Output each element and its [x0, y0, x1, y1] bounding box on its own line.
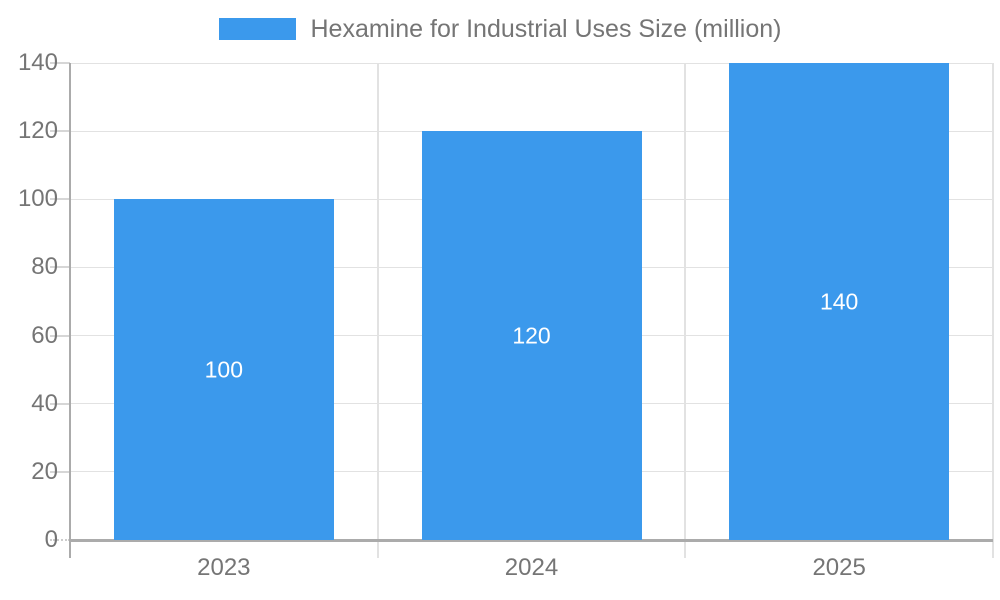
bar-value-label: 120	[512, 322, 551, 349]
x-gridline	[376, 63, 379, 558]
y-tick	[50, 334, 70, 337]
y-axis-tick-label: 40	[31, 389, 58, 417]
legend-swatch-icon	[218, 18, 296, 40]
y-axis-tick-label: 60	[31, 321, 58, 349]
y-tick	[50, 130, 70, 133]
bar-value-label: 100	[204, 356, 244, 383]
y-axis-tick-label: 20	[31, 457, 58, 485]
bar-value-label: 140	[819, 288, 859, 314]
y-axis-tick-label: 120	[17, 117, 58, 145]
bar-2024[interactable]	[421, 131, 642, 540]
y-gridline	[70, 62, 993, 64]
y-axis-tick-label: 100	[17, 185, 58, 213]
y-axis-tick-label: 80	[31, 253, 58, 281]
bar-2023[interactable]	[113, 199, 334, 540]
bar-2025[interactable]	[729, 63, 950, 540]
y-tick	[50, 402, 70, 405]
y-tick	[50, 198, 70, 201]
y-tick	[50, 266, 70, 269]
chart-legend[interactable]: Hexamine for Industrial Uses Size (milli…	[0, 14, 1000, 44]
y-tick	[50, 539, 70, 541]
y-tick	[50, 470, 70, 473]
x-axis-line	[70, 539, 993, 542]
x-axis-tick-label: 2024	[504, 554, 559, 581]
x-axis-tick-label: 2023	[197, 554, 251, 581]
y-tick	[50, 62, 70, 64]
legend-label: Hexamine for Industrial Uses Size (milli…	[310, 15, 782, 43]
y-axis-line	[69, 63, 71, 558]
x-gridline	[992, 63, 994, 558]
x-gridline	[684, 63, 687, 558]
y-axis-tick-label: 140	[17, 49, 58, 76]
x-axis-tick-label: 2025	[812, 554, 866, 581]
y-axis-tick-label: 0	[44, 526, 58, 553]
